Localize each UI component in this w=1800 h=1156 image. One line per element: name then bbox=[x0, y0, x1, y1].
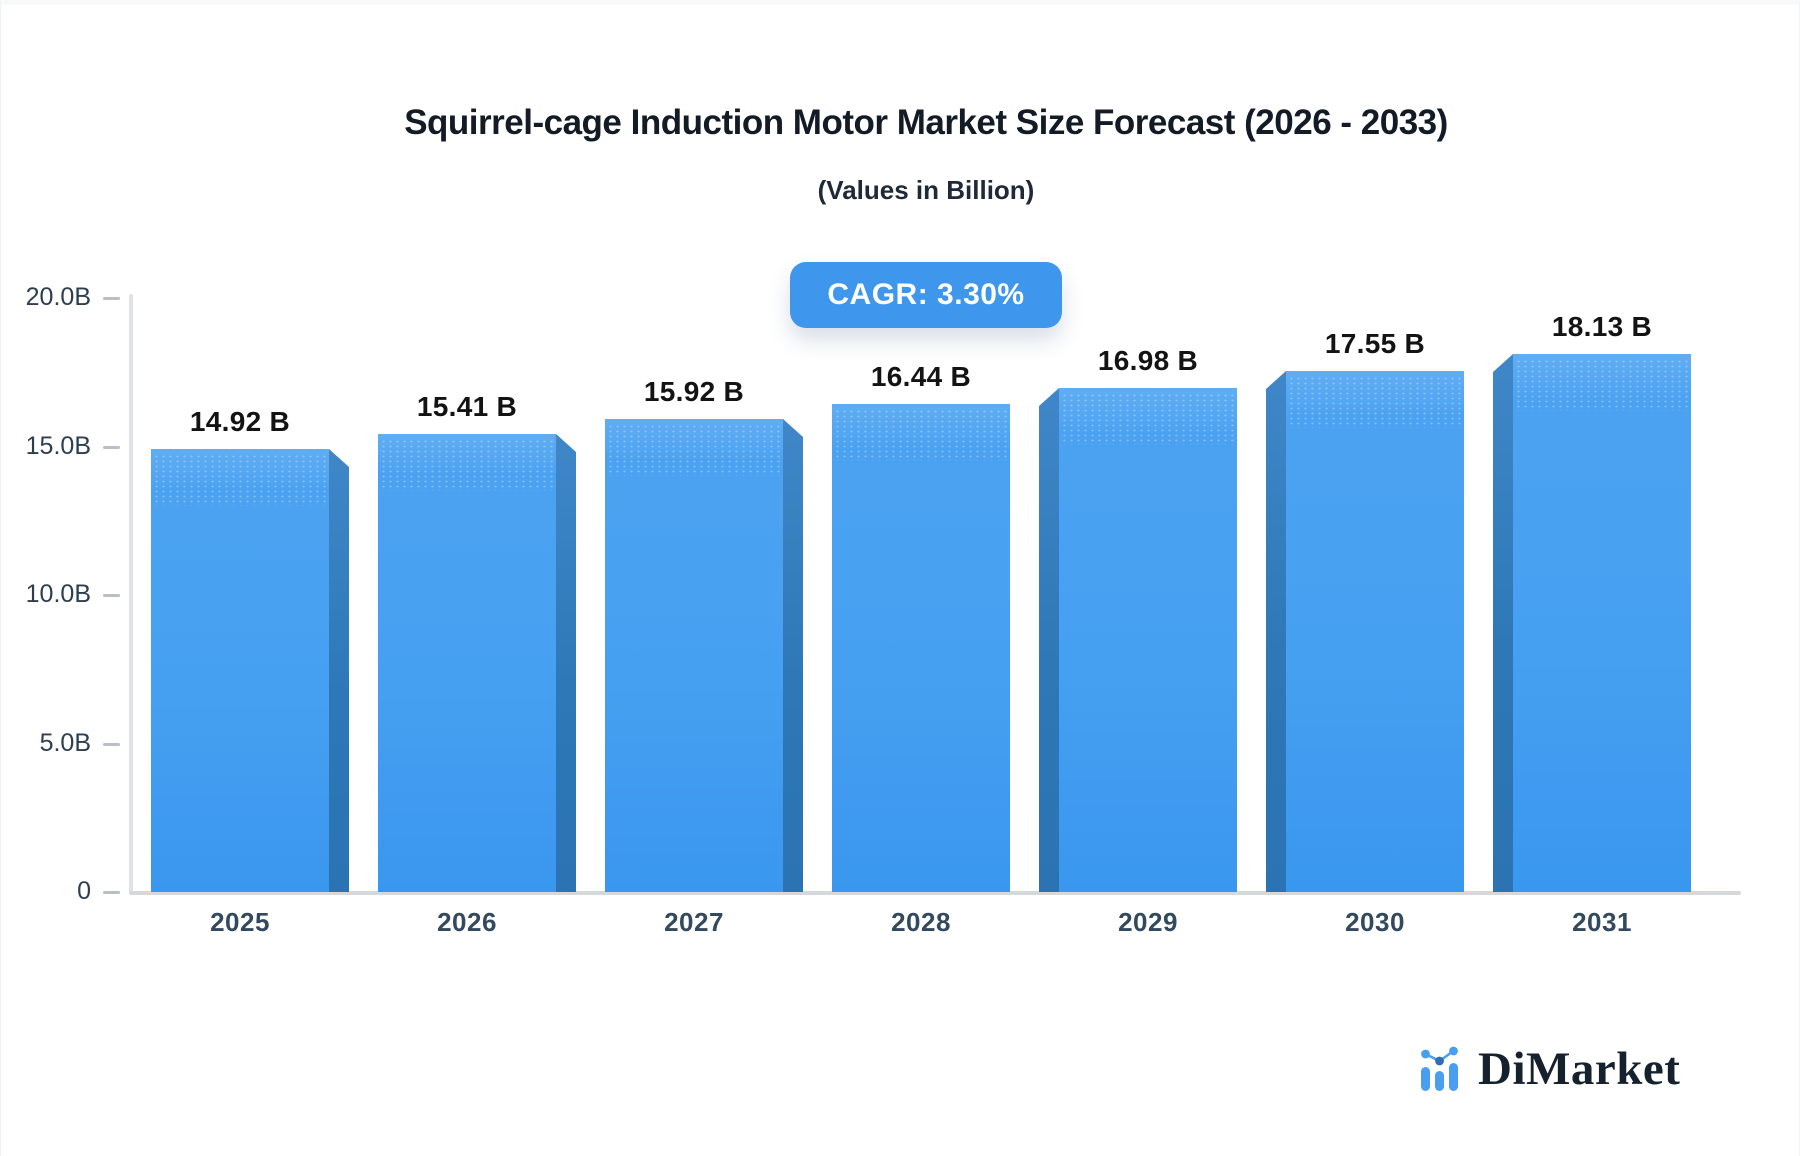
bar-chart-logo-icon bbox=[1421, 1046, 1458, 1091]
y-axis-tick-label: 15.0B bbox=[25, 431, 91, 460]
page-subtitle: (Values in Billion) bbox=[817, 175, 1035, 205]
bar-side-face bbox=[329, 449, 349, 892]
x-axis-label: 2030 bbox=[1345, 907, 1405, 937]
bar-face bbox=[605, 419, 783, 892]
y-axis-tick-mark bbox=[103, 297, 120, 300]
y-axis-tick-label: 10.0B bbox=[25, 580, 91, 608]
logo-text: DiMarket bbox=[1478, 1043, 1681, 1095]
bar-value-label: 17.55 B bbox=[1324, 328, 1426, 359]
bar-face bbox=[832, 404, 1010, 892]
bar-value-label: 15.41 B bbox=[416, 391, 518, 422]
y-axis-tick-mark bbox=[103, 742, 120, 746]
bar-side-face bbox=[556, 434, 576, 892]
bar-value-label: 18.13 B bbox=[1551, 311, 1653, 342]
bar-top-texture bbox=[607, 424, 781, 476]
cagr-badge-label: CAGR: 3.30% bbox=[827, 278, 1025, 311]
bar-top-texture bbox=[1288, 376, 1462, 428]
x-axis-label: 2028 bbox=[891, 907, 951, 937]
bar-top-texture bbox=[1515, 359, 1689, 411]
bar-face bbox=[1286, 371, 1464, 892]
dimarket-logo: DiMarket bbox=[1419, 1045, 1680, 1093]
bar-value-label: 15.92 B bbox=[643, 376, 745, 407]
x-axis-label: 2026 bbox=[437, 907, 497, 937]
x-axis-label: 2029 bbox=[1118, 907, 1178, 937]
bar-value-label: 14.92 B bbox=[189, 406, 291, 437]
page-title: Squirrel-cage Induction Motor Market Siz… bbox=[404, 103, 1448, 142]
y-axis-tick-mark bbox=[103, 891, 120, 894]
y-axis-tick-mark bbox=[103, 594, 120, 597]
bar-top-texture bbox=[153, 454, 327, 506]
x-axis-label: 2027 bbox=[664, 907, 724, 937]
bar-face bbox=[1513, 354, 1691, 892]
bar-side-face bbox=[1039, 388, 1059, 892]
x-axis-label: 2031 bbox=[1572, 907, 1632, 937]
x-axis-line bbox=[129, 891, 1741, 895]
bar-top-texture bbox=[1061, 393, 1235, 445]
bar-side-face bbox=[1493, 354, 1513, 892]
bar-side-face bbox=[1266, 371, 1286, 892]
bar-face bbox=[151, 449, 329, 892]
bar-face bbox=[378, 434, 556, 892]
bar-value-label: 16.98 B bbox=[1097, 345, 1199, 376]
bar-side-face bbox=[783, 419, 803, 892]
y-axis-tick-mark bbox=[103, 445, 120, 449]
y-axis-line bbox=[129, 294, 133, 893]
y-axis-tick-label: 0 bbox=[77, 877, 91, 905]
bar-top-texture bbox=[834, 409, 1008, 461]
y-axis-tick-label: 5.0B bbox=[39, 728, 91, 757]
bar-value-label: 16.44 B bbox=[870, 361, 972, 392]
y-axis-tick-label: 20.0B bbox=[25, 283, 91, 311]
bar-face bbox=[1059, 388, 1237, 892]
bar-top-texture bbox=[380, 439, 554, 491]
cagr-badge: CAGR: 3.30% bbox=[790, 262, 1062, 328]
x-axis-label: 2025 bbox=[210, 907, 270, 937]
